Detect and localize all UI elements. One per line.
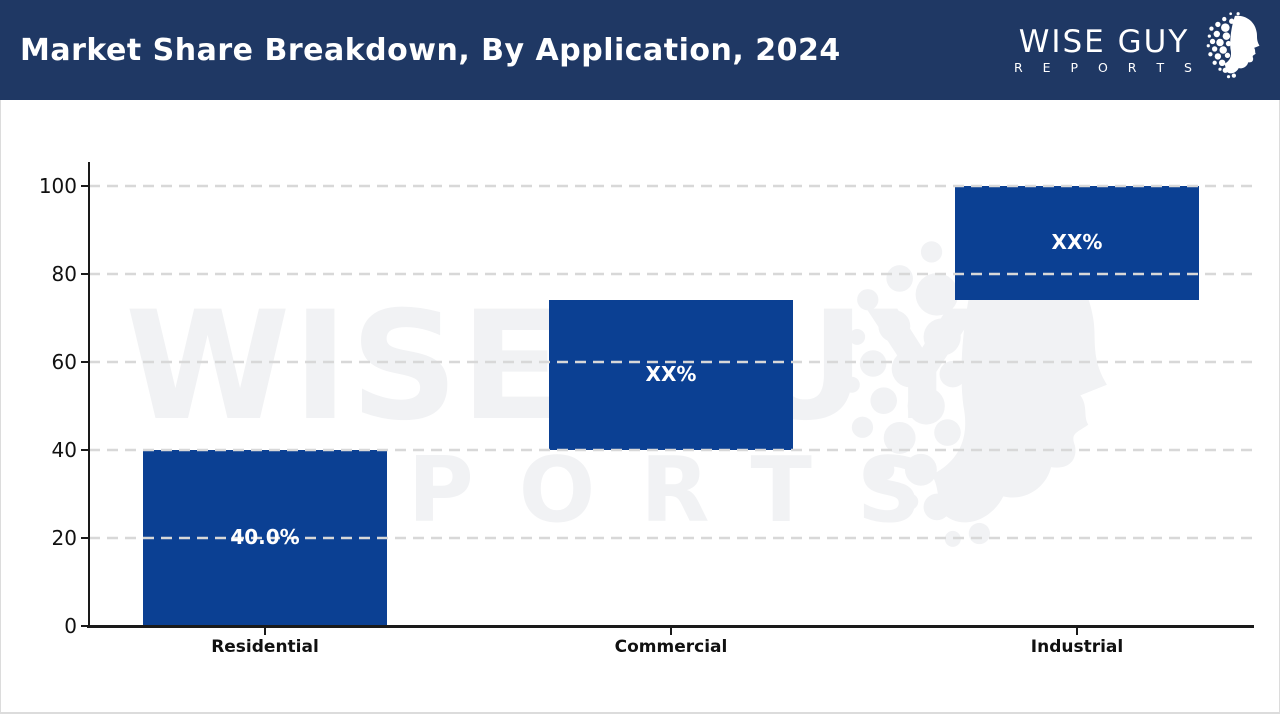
- y-tick-label: 40: [51, 438, 77, 462]
- y-tick-label: 0: [64, 614, 77, 638]
- brand-name: WISE GUY: [1018, 23, 1190, 60]
- bar-industrial: [955, 186, 1199, 300]
- y-tick: [81, 625, 89, 627]
- x-tick: [670, 628, 672, 635]
- bar-value-label-industrial: XX%: [1051, 230, 1103, 254]
- bar-commercial: [549, 300, 793, 450]
- brand-logo-text: WISE GUY R E P O R T S: [1008, 25, 1200, 76]
- y-tick: [81, 449, 89, 451]
- y-axis-line: [88, 162, 90, 628]
- brand-subtitle: R E P O R T S: [1013, 59, 1200, 75]
- x-tick: [264, 628, 266, 635]
- y-tick-label: 80: [51, 262, 77, 286]
- y-tick: [81, 185, 89, 187]
- bar-value-label-commercial: XX%: [645, 362, 697, 386]
- category-label-commercial: Commercial: [614, 637, 728, 657]
- y-tick-label: 20: [51, 526, 77, 550]
- x-tick: [1076, 628, 1078, 635]
- y-tick-label: 60: [51, 350, 77, 374]
- bar-value-label-residential: 40.0%: [230, 525, 300, 549]
- category-label-industrial: Industrial: [1030, 637, 1124, 657]
- header-bar: Market Share Breakdown, By Application, …: [0, 0, 1280, 100]
- chart-canvas: WISE GUY REPORTS 40.0% XX% XX% 100 80 60: [0, 100, 1280, 714]
- y-tick-label: 100: [38, 174, 77, 198]
- x-axis-line: [87, 625, 1254, 628]
- y-tick: [81, 361, 89, 363]
- y-tick: [81, 537, 89, 539]
- category-label-residential: Residential: [211, 637, 319, 657]
- wiseguy-face-icon: [1204, 11, 1268, 89]
- brand-logo: WISE GUY R E P O R T S: [1008, 6, 1268, 94]
- y-tick: [81, 273, 89, 275]
- chart-title: Market Share Breakdown, By Application, …: [20, 32, 841, 68]
